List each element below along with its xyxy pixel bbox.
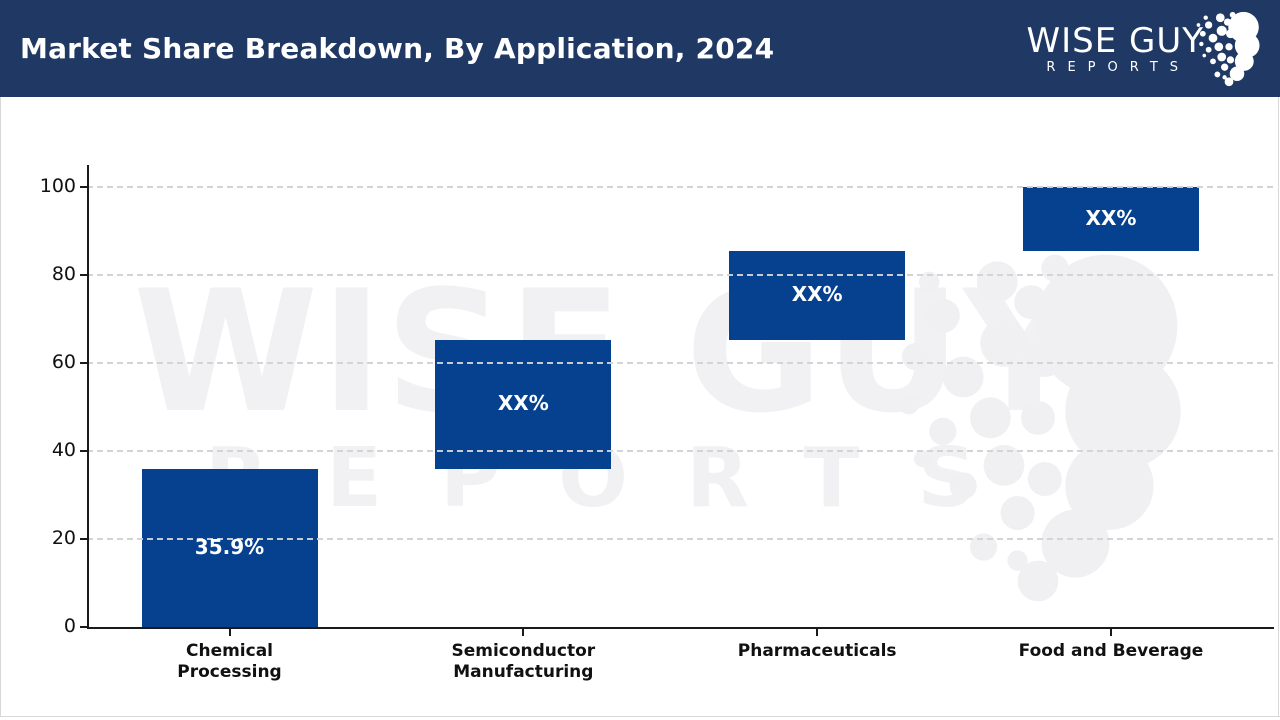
category-label-food-and-beverage: Food and Beverage: [1018, 641, 1204, 661]
logo-wordmark: WISE GUY: [1026, 21, 1204, 61]
gridline-20: [87, 538, 1274, 540]
category-label-semiconductor-manufacturing: Semiconductor Manufacturing: [451, 641, 596, 682]
logo-text: WISE GUY REPORTS: [1026, 23, 1204, 75]
y-tick-label-20: 20: [51, 527, 76, 549]
y-tick-label-100: 100: [39, 175, 76, 197]
bar-chemical-processing: [141, 469, 318, 627]
watermark-head-dots-icon: [886, 254, 1181, 602]
y-axis-line: [87, 165, 89, 629]
gridline-80: [87, 274, 1274, 276]
y-tick-20: [80, 538, 87, 540]
x-tick-food-and-beverage: [1109, 628, 1112, 636]
y-tick-0: [80, 626, 87, 628]
x-tick-semiconductor-manufacturing: [522, 628, 525, 636]
y-tick-100: [80, 186, 87, 188]
gridline-60: [87, 362, 1274, 364]
bar-food-and-beverage: [1022, 187, 1199, 251]
y-tick-label-40: 40: [51, 439, 76, 461]
y-tick-label-80: 80: [51, 263, 76, 285]
gridline-100: [87, 186, 1274, 188]
x-tick-pharmaceuticals: [816, 628, 819, 636]
page-border-right: [1278, 97, 1279, 717]
x-axis-line: [87, 627, 1274, 629]
y-tick-label-0: 0: [63, 615, 76, 637]
category-label-pharmaceuticals: Pharmaceuticals: [737, 641, 897, 661]
y-tick-60: [80, 362, 87, 364]
logo-subtitle: REPORTS: [1046, 60, 1191, 75]
bar-value-label: 35.9%: [194, 535, 265, 560]
gridline-40: [87, 450, 1274, 452]
head-dots-icon: [1196, 11, 1260, 87]
page-title: Market Share Breakdown, By Application, …: [20, 32, 775, 65]
page-border-bottom: [0, 716, 1280, 717]
bar-value-label: XX%: [1085, 205, 1137, 230]
bar-semiconductor-manufacturing: [435, 339, 612, 470]
bar-pharmaceuticals: [729, 250, 906, 340]
header-bar: Market Share Breakdown, By Application, …: [0, 0, 1280, 97]
category-label-chemical-processing: Chemical Processing: [177, 641, 282, 682]
bar-value-label: XX%: [791, 282, 843, 307]
y-tick-40: [80, 450, 87, 452]
wise-guy-logo: WISE GUY REPORTS: [1026, 6, 1266, 92]
page-border-left: [0, 97, 1, 717]
bar-value-label: XX%: [497, 391, 549, 416]
x-tick-chemical-processing: [228, 628, 231, 636]
y-tick-label-60: 60: [51, 351, 76, 373]
y-tick-80: [80, 274, 87, 276]
